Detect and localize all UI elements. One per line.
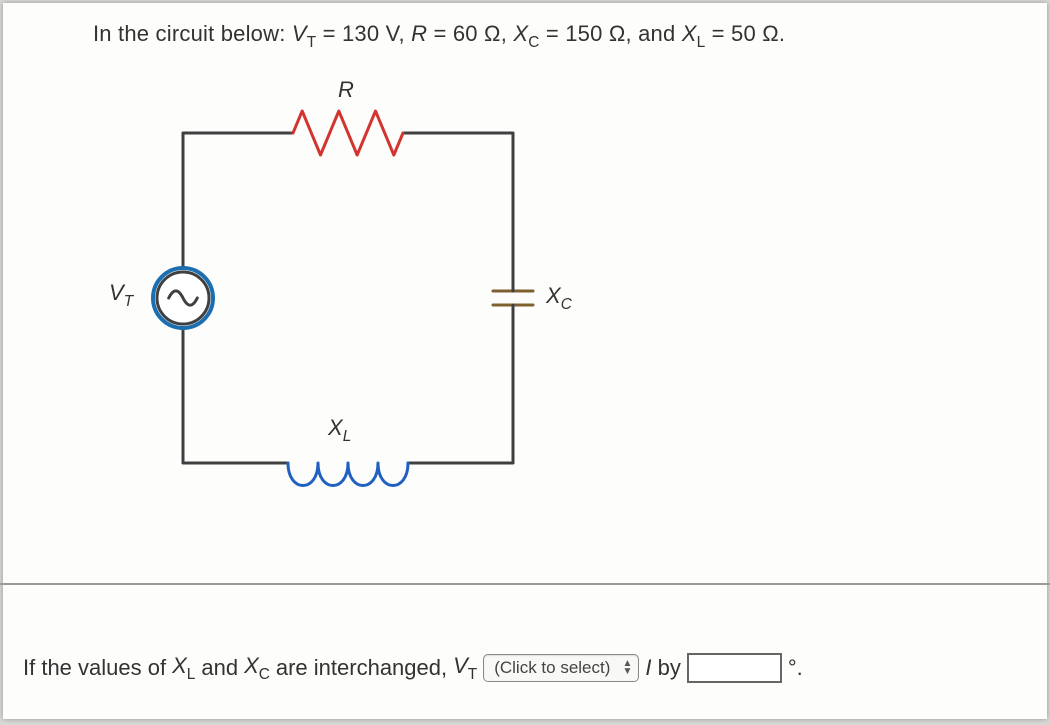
vt-symbol: V — [292, 21, 307, 46]
angle-input[interactable] — [687, 653, 782, 683]
inductor-label: XL — [328, 415, 351, 445]
xc-subscript: C — [528, 34, 539, 51]
page: In the circuit below: VT = 130 V, R = 60… — [3, 3, 1047, 719]
circuit-svg — [123, 83, 603, 553]
answer-prefix: If the values of — [23, 655, 166, 681]
xl-symbol: X — [682, 21, 697, 46]
answer-mid3: I by — [645, 655, 680, 681]
answer-mid2: are interchanged, — [276, 655, 447, 681]
prompt-prefix: In the circuit below: — [93, 21, 292, 46]
select-placeholder: (Click to select) — [494, 658, 610, 678]
answer-line: If the values of XL and XC are interchan… — [23, 653, 1027, 683]
degree-unit: °. — [788, 655, 803, 681]
divider-line — [0, 583, 1050, 585]
answer-xc: XC — [244, 653, 270, 683]
vt-subscript: T — [307, 34, 317, 51]
capacitor-label: XC — [546, 283, 572, 313]
r-value: = 60 Ω, — [427, 21, 513, 46]
select-arrows-icon: ▲▼ — [622, 660, 632, 676]
source-label: VT — [109, 280, 133, 310]
answer-vt: VT — [453, 653, 477, 683]
answer-xl: XL — [172, 653, 195, 683]
leads-lags-select[interactable]: (Click to select) ▲▼ — [483, 654, 639, 682]
prompt-text: In the circuit below: VT = 130 V, R = 60… — [93, 21, 1017, 51]
vt-value: = 130 V, — [316, 21, 411, 46]
xc-symbol: X — [513, 21, 528, 46]
resistor-label: R — [338, 77, 354, 103]
r-symbol: R — [411, 21, 427, 46]
answer-mid1: and — [201, 655, 238, 681]
xl-value: = 50 Ω. — [705, 21, 785, 46]
xl-subscript: L — [697, 34, 706, 51]
xc-value: = 150 Ω, and — [540, 21, 682, 46]
circuit-diagram: R VT XC XL — [123, 83, 603, 553]
